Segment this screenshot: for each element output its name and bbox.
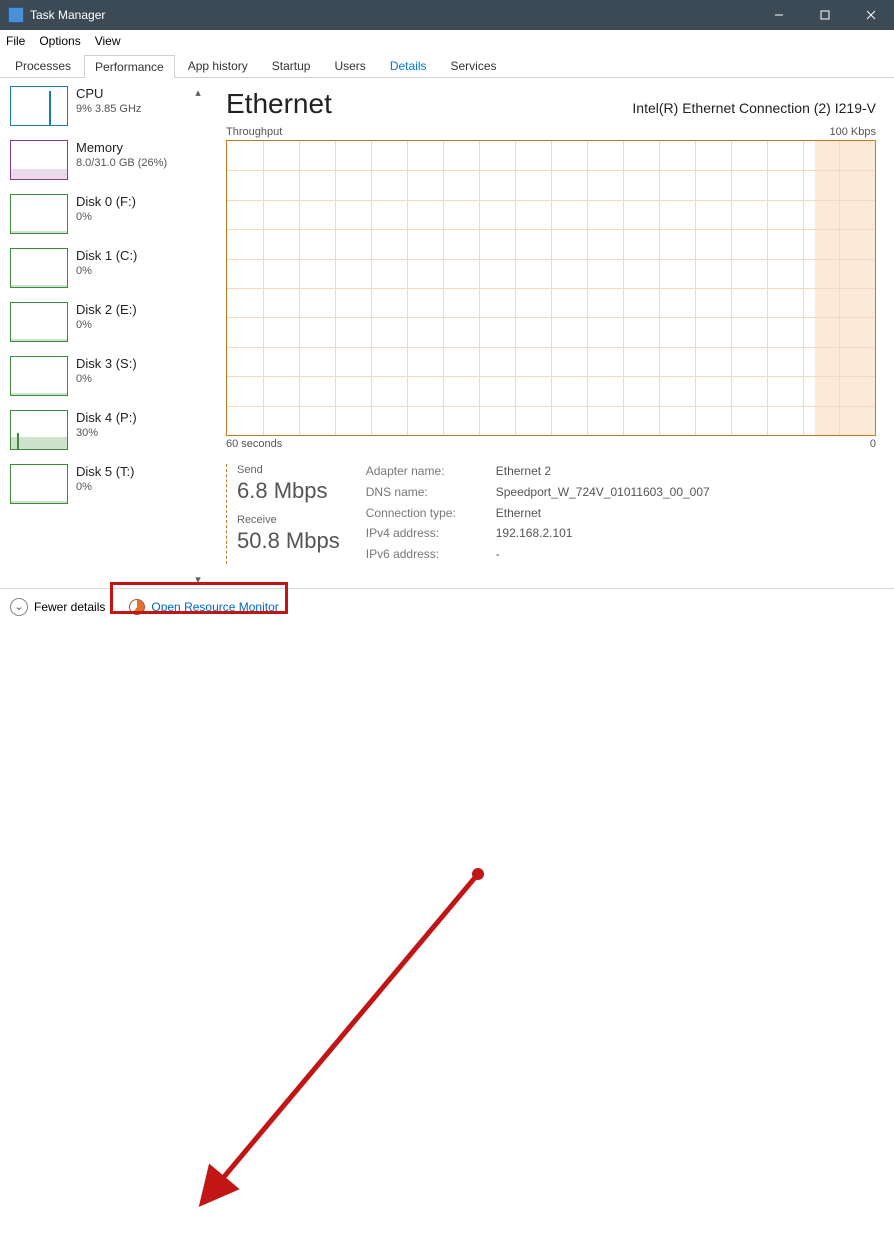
sidebar-item-sub: 30% <box>76 427 137 439</box>
connection-info: Adapter name: Ethernet 2 DNS name: Speed… <box>366 464 710 564</box>
sidebar: CPU9% 3.85 GHz Memory8.0/31.0 GB (26%) Dis… <box>0 78 208 588</box>
sidebar-item-sub: 0% <box>76 211 136 223</box>
detail-title: Ethernet <box>226 88 332 120</box>
chart-label-bottomright: 0 <box>870 438 876 450</box>
stats: Send 6.8 Mbps Receive 50.8 Mbps Adapter … <box>226 464 876 564</box>
tab-users[interactable]: Users <box>323 54 376 77</box>
scroll-up-icon[interactable]: ▴ <box>195 86 201 99</box>
sidebar-item-name: CPU <box>76 86 141 103</box>
sidebar-item-name: Disk 2 (E:) <box>76 302 137 319</box>
sidebar-item-disk-0-f-[interactable]: Disk 0 (F:)0% <box>10 194 208 234</box>
sidebar-item-name: Disk 0 (F:) <box>76 194 136 211</box>
annotation-arrow <box>0 624 894 1252</box>
close-button[interactable] <box>848 0 894 30</box>
sidebar-item-sub: 0% <box>76 481 135 493</box>
window-title: Task Manager <box>30 8 105 22</box>
sidebar-mini-chart <box>10 140 68 180</box>
dns-name-key: DNS name: <box>366 485 496 502</box>
sidebar-item-disk-1-c-[interactable]: Disk 1 (C:)0% <box>10 248 208 288</box>
menu-options[interactable]: Options <box>39 34 80 48</box>
send-recv-block: Send 6.8 Mbps Receive 50.8 Mbps <box>226 464 340 564</box>
sidebar-mini-chart <box>10 194 68 234</box>
ipv4-key: IPv4 address: <box>366 526 496 543</box>
sidebar-mini-chart <box>10 356 68 396</box>
sidebar-item-text: Disk 1 (C:)0% <box>76 248 137 277</box>
annotation-box <box>110 582 288 614</box>
sidebar-item-text: Disk 3 (S:)0% <box>76 356 137 385</box>
chart-label-bottomleft: 60 seconds <box>226 438 282 450</box>
sidebar-item-sub: 8.0/31.0 GB (26%) <box>76 157 167 169</box>
adapter-name-key: Adapter name: <box>366 464 496 481</box>
sidebar-item-memory[interactable]: Memory8.0/31.0 GB (26%) <box>10 140 208 180</box>
fewer-details-label: Fewer details <box>34 600 105 614</box>
detail-pane: Ethernet Intel(R) Ethernet Connection (2… <box>208 78 894 588</box>
sidebar-item-text: Disk 4 (P:)30% <box>76 410 137 439</box>
app-icon <box>8 7 24 23</box>
conn-type-key: Connection type: <box>366 506 496 523</box>
titlebar: Task Manager <box>0 0 894 30</box>
conn-type-val: Ethernet <box>496 506 710 523</box>
sidebar-item-sub: 0% <box>76 265 137 277</box>
sidebar-item-name: Disk 3 (S:) <box>76 356 137 373</box>
sidebar-item-disk-4-p-[interactable]: Disk 4 (P:)30% <box>10 410 208 450</box>
dns-name-val: Speedport_W_724V_01011603_00_007 <box>496 485 710 502</box>
tab-performance[interactable]: Performance <box>84 55 175 78</box>
tab-startup[interactable]: Startup <box>261 54 322 77</box>
throughput-chart <box>226 140 876 436</box>
sidebar-mini-chart <box>10 248 68 288</box>
sidebar-scrollbar[interactable]: ▴ ▾ <box>190 86 206 586</box>
maximize-button[interactable] <box>802 0 848 30</box>
tab-services[interactable]: Services <box>440 54 508 77</box>
detail-adapter: Intel(R) Ethernet Connection (2) I219-V <box>632 100 876 116</box>
sidebar-item-name: Disk 5 (T:) <box>76 464 135 481</box>
sidebar-item-text: Disk 0 (F:)0% <box>76 194 136 223</box>
ipv6-val: - <box>496 547 710 564</box>
sidebar-item-disk-3-s-[interactable]: Disk 3 (S:)0% <box>10 356 208 396</box>
adapter-name-val: Ethernet 2 <box>496 464 710 481</box>
sidebar-item-sub: 0% <box>76 373 137 385</box>
main: CPU9% 3.85 GHz Memory8.0/31.0 GB (26%) Dis… <box>0 78 894 588</box>
sidebar-item-name: Memory <box>76 140 167 157</box>
sidebar-item-cpu[interactable]: CPU9% 3.85 GHz <box>10 86 208 126</box>
sidebar-item-name: Disk 1 (C:) <box>76 248 137 265</box>
send-label: Send <box>237 464 340 476</box>
sidebar-mini-chart <box>10 464 68 504</box>
sidebar-item-disk-2-e-[interactable]: Disk 2 (E:)0% <box>10 302 208 342</box>
tab-processes[interactable]: Processes <box>4 54 82 77</box>
sidebar-item-text: CPU9% 3.85 GHz <box>76 86 141 115</box>
ipv4-val: 192.168.2.101 <box>496 526 710 543</box>
sidebar-mini-chart <box>10 302 68 342</box>
tabstrip: Processes Performance App history Startu… <box>0 52 894 78</box>
sidebar-item-sub: 0% <box>76 319 137 331</box>
fewer-details-button[interactable]: ⌄ Fewer details <box>10 598 105 616</box>
tab-app-history[interactable]: App history <box>177 54 259 77</box>
chevron-down-icon: ⌄ <box>10 598 28 616</box>
recv-value: 50.8 Mbps <box>237 528 340 554</box>
chart-label-topleft: Throughput <box>226 126 282 138</box>
sidebar-mini-chart <box>10 86 68 126</box>
sidebar-item-text: Disk 2 (E:)0% <box>76 302 137 331</box>
sidebar-item-name: Disk 4 (P:) <box>76 410 137 427</box>
send-value: 6.8 Mbps <box>237 478 340 504</box>
sidebar-item-text: Memory8.0/31.0 GB (26%) <box>76 140 167 169</box>
recv-label: Receive <box>237 514 340 526</box>
minimize-button[interactable] <box>756 0 802 30</box>
sidebar-item-disk-5-t-[interactable]: Disk 5 (T:)0% <box>10 464 208 504</box>
sidebar-mini-chart <box>10 410 68 450</box>
sidebar-item-text: Disk 5 (T:)0% <box>76 464 135 493</box>
chart-label-topright: 100 Kbps <box>830 126 876 138</box>
ipv6-key: IPv6 address: <box>366 547 496 564</box>
tab-details[interactable]: Details <box>379 54 438 77</box>
menu-file[interactable]: File <box>6 34 25 48</box>
menubar: File Options View <box>0 30 894 52</box>
sidebar-item-sub: 9% 3.85 GHz <box>76 103 141 115</box>
menu-view[interactable]: View <box>95 34 121 48</box>
